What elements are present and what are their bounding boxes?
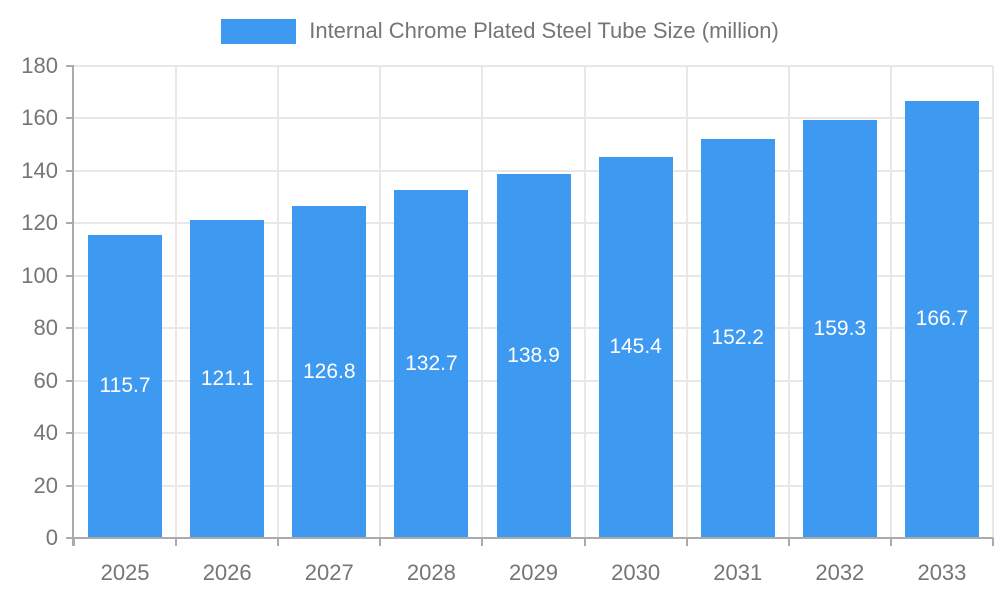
y-axis-tick: [66, 65, 74, 67]
x-axis-tick-label: 2027: [304, 560, 354, 585]
bar[interactable]: [292, 205, 367, 538]
y-axis-tick-label: 120: [21, 210, 58, 236]
y-axis-tick-label: 60: [33, 367, 58, 393]
y-axis-tick-label: 0: [45, 525, 58, 550]
x-axis-tick-label: 2030: [611, 560, 661, 585]
bar-value-label: 159.3: [813, 317, 867, 341]
bar[interactable]: [394, 190, 469, 538]
y-axis-tick-label: 80: [33, 315, 58, 341]
y-axis-tick: [66, 169, 74, 172]
legend-label: Internal Chrome Plated Steel Tube Size (…: [309, 18, 779, 43]
x-axis-tick-label: 2033: [917, 560, 967, 585]
bar[interactable]: [904, 100, 979, 538]
gridline-vertical: [583, 66, 586, 538]
x-axis-tick-label: 2025: [100, 560, 150, 585]
bar-value-label: 166.7: [915, 307, 969, 331]
bar[interactable]: [88, 234, 163, 538]
x-axis-tick-label: 2026: [202, 560, 252, 585]
y-axis-tick: [66, 537, 74, 539]
y-axis-tick: [66, 222, 74, 225]
y-axis-tick-label: 140: [21, 157, 58, 183]
y-axis-tick: [66, 379, 74, 382]
x-axis-tick: [379, 538, 382, 546]
x-axis-tick: [685, 538, 688, 546]
y-axis-tick: [66, 117, 74, 120]
y-axis-tick-label: 160: [21, 105, 58, 131]
x-axis-tick-label: 2031: [713, 560, 763, 585]
gridline-horizontal: [74, 65, 993, 67]
x-axis-tick: [992, 538, 994, 546]
x-axis-tick: [481, 538, 484, 546]
y-axis-tick: [66, 327, 74, 330]
bar-value-label: 132.7: [405, 352, 458, 375]
y-axis-tick: [66, 484, 74, 487]
y-axis-tick: [66, 432, 74, 435]
x-axis-tick: [277, 538, 280, 546]
chart-legend[interactable]: Internal Chrome Plated Steel Tube Size (…: [0, 14, 1000, 48]
bar[interactable]: [496, 173, 571, 538]
bar[interactable]: [598, 156, 673, 538]
gridline-vertical: [379, 66, 382, 538]
y-axis-tick-label: 180: [21, 53, 58, 78]
bar[interactable]: [190, 220, 265, 538]
y-axis-tick: [66, 274, 74, 277]
x-axis-tick-label: 2029: [509, 560, 558, 585]
bar-value-label: 121.1: [200, 367, 254, 391]
gridline-vertical: [787, 66, 790, 538]
bar[interactable]: [802, 120, 877, 538]
x-axis-tick: [175, 538, 178, 546]
x-axis-tick-label: 2028: [406, 560, 456, 585]
x-axis-tick: [583, 538, 586, 546]
x-axis-tick-label: 2032: [815, 560, 865, 585]
gridline-horizontal: [74, 169, 993, 172]
gridline-vertical: [175, 66, 178, 538]
bar-value-label: 138.9: [507, 343, 560, 367]
gridline-vertical: [685, 66, 688, 538]
bar-value-label: 115.7: [99, 374, 151, 398]
bar[interactable]: [700, 138, 775, 538]
x-axis-line: [66, 537, 993, 539]
x-axis-tick: [889, 538, 892, 546]
gridline-vertical: [481, 66, 484, 538]
gridline-vertical: [889, 66, 892, 538]
legend-swatch-icon: [221, 18, 297, 44]
bar-value-label: 145.4: [609, 335, 662, 359]
gridline-horizontal: [74, 117, 993, 120]
y-axis-tick-label: 20: [33, 472, 58, 498]
bar-value-label: 126.8: [302, 359, 356, 383]
x-axis-tick: [787, 538, 790, 546]
y-axis-tick-label: 100: [21, 262, 58, 288]
y-axis-line: [72, 66, 74, 546]
y-axis-tick-label: 40: [33, 420, 58, 446]
gridline-vertical: [992, 66, 994, 538]
gridline-vertical: [277, 66, 280, 538]
x-axis-tick: [73, 538, 75, 546]
bar-value-label: 152.2: [711, 326, 764, 350]
